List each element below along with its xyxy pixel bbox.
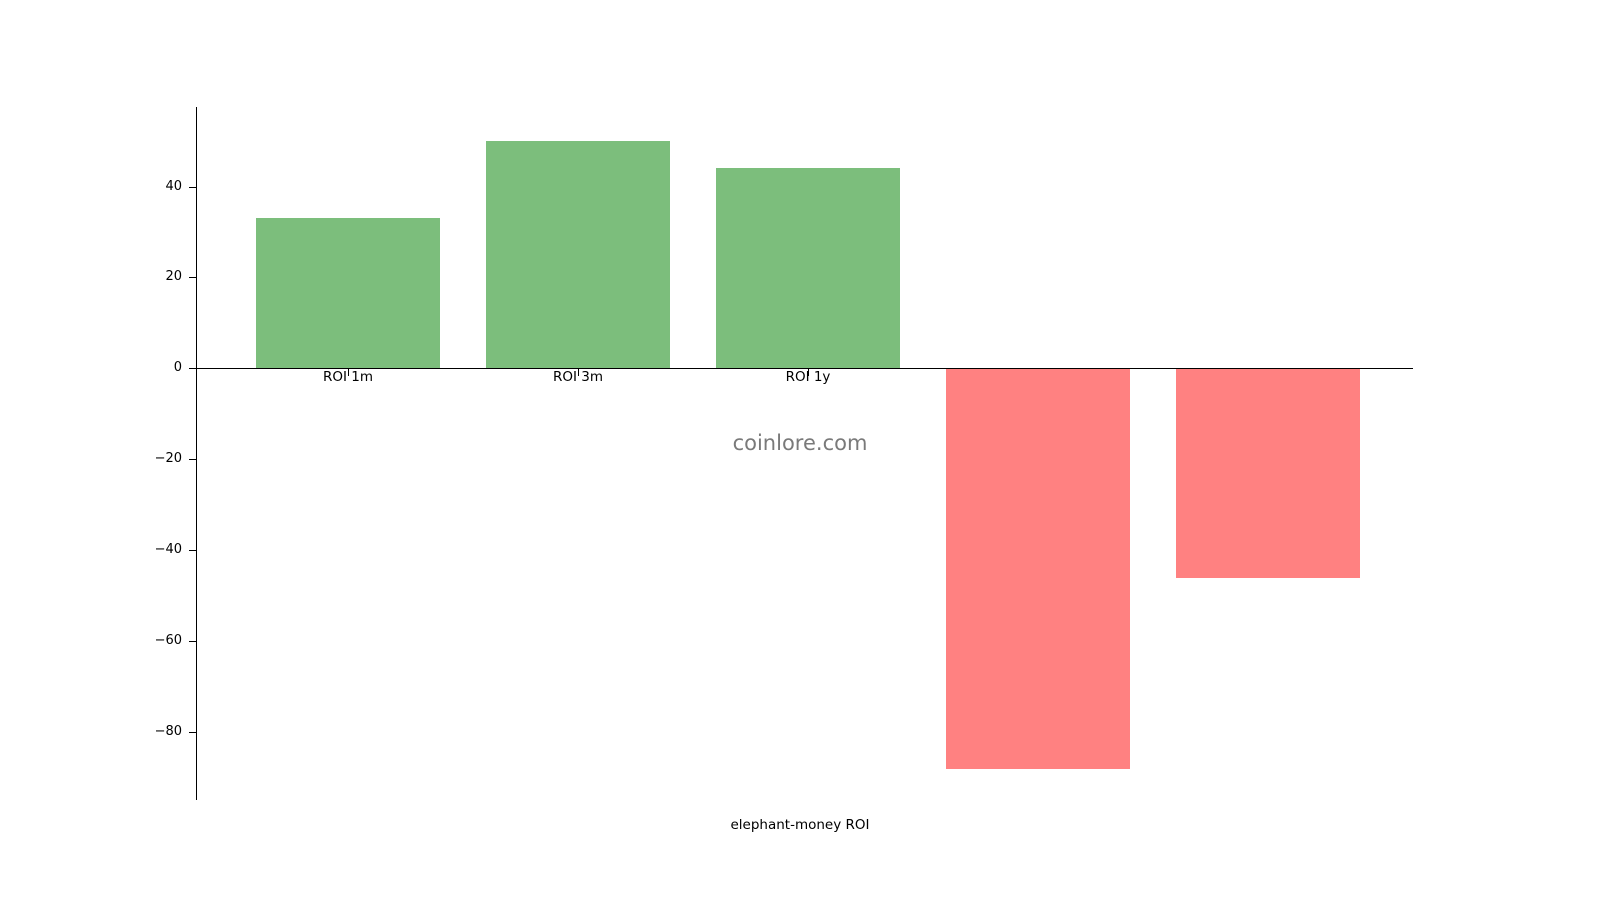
x-tick-label: ROI 1y xyxy=(785,369,831,385)
y-tick-label: −20 xyxy=(154,451,182,466)
bar-positive xyxy=(486,141,670,368)
y-tick-label: −40 xyxy=(154,542,182,557)
watermark-text: coinlore.com xyxy=(732,431,868,455)
y-tick-mark xyxy=(189,550,196,551)
chart-caption: elephant-money ROI xyxy=(730,817,870,833)
y-tick-mark xyxy=(189,187,196,188)
y-tick-mark xyxy=(189,277,196,278)
x-tick-mark xyxy=(808,368,809,376)
y-tick-mark xyxy=(189,732,196,733)
bar-positive xyxy=(716,168,900,368)
y-tick-label: −60 xyxy=(154,633,182,648)
x-tick-label: ROI 1m xyxy=(322,369,374,385)
bar-negative xyxy=(946,369,1130,769)
y-tick-mark xyxy=(189,459,196,460)
y-tick-mark xyxy=(189,641,196,642)
x-tick-mark xyxy=(348,368,349,376)
y-tick-label: 20 xyxy=(165,269,182,284)
y-tick-label: 0 xyxy=(173,360,182,375)
bar-positive xyxy=(256,218,440,368)
x-tick-label: ROI 3m xyxy=(552,369,604,385)
x-axis-line xyxy=(197,368,1413,369)
y-axis-line xyxy=(196,107,197,800)
y-tick-label: −80 xyxy=(154,724,182,739)
x-tick-mark xyxy=(578,368,579,376)
y-tick-mark xyxy=(189,368,196,369)
bar-negative xyxy=(1176,369,1360,578)
y-tick-label: 40 xyxy=(165,179,182,194)
